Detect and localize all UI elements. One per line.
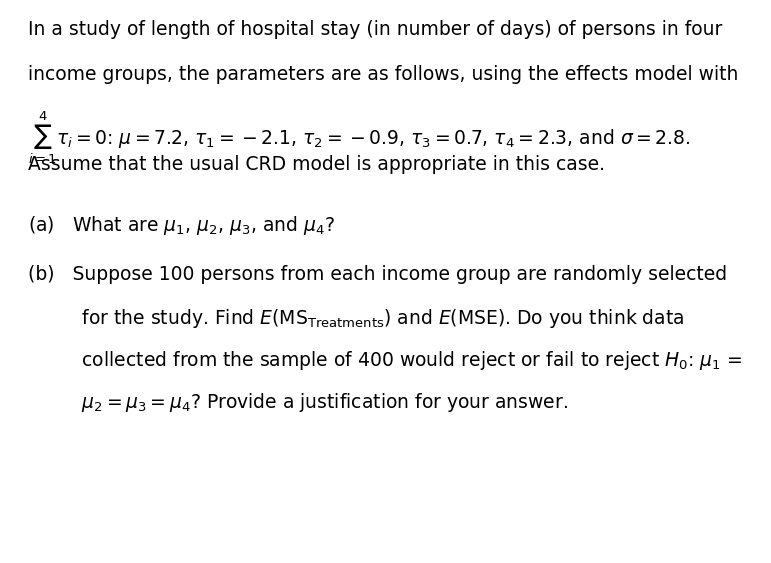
- Text: Assume that the usual CRD model is appropriate in this case.: Assume that the usual CRD model is appro…: [29, 155, 605, 174]
- Text: (a)   What are $\mu_1$, $\mu_2$, $\mu_3$, and $\mu_4$?: (a) What are $\mu_1$, $\mu_2$, $\mu_3$, …: [29, 214, 335, 237]
- Text: collected from the sample of 400 would reject or fail to reject $H_0$: $\mu_1$ =: collected from the sample of 400 would r…: [29, 349, 742, 372]
- Text: $\sum_{i=1}^{4}\tau_i = 0$: $\mu = 7.2$, $\tau_1 = -2.1$, $\tau_2 = -0.9$, $\tau: $\sum_{i=1}^{4}\tau_i = 0$: $\mu = 7.2$,…: [29, 110, 690, 166]
- Text: for the study. Find $E(\mathrm{MS}_\mathrm{Treatments})$ and $E(\mathrm{MSE})$. : for the study. Find $E(\mathrm{MS}_\math…: [29, 307, 685, 330]
- Text: $\mu_2 = \mu_3 = \mu_4$? Provide a justification for your answer.: $\mu_2 = \mu_3 = \mu_4$? Provide a justi…: [29, 391, 568, 414]
- Text: In a study of length of hospital stay (in number of days) of persons in four: In a study of length of hospital stay (i…: [29, 20, 722, 39]
- Text: (b)   Suppose 100 persons from each income group are randomly selected: (b) Suppose 100 persons from each income…: [29, 265, 727, 284]
- Text: income groups, the parameters are as follows, using the effects model with: income groups, the parameters are as fol…: [29, 65, 739, 84]
